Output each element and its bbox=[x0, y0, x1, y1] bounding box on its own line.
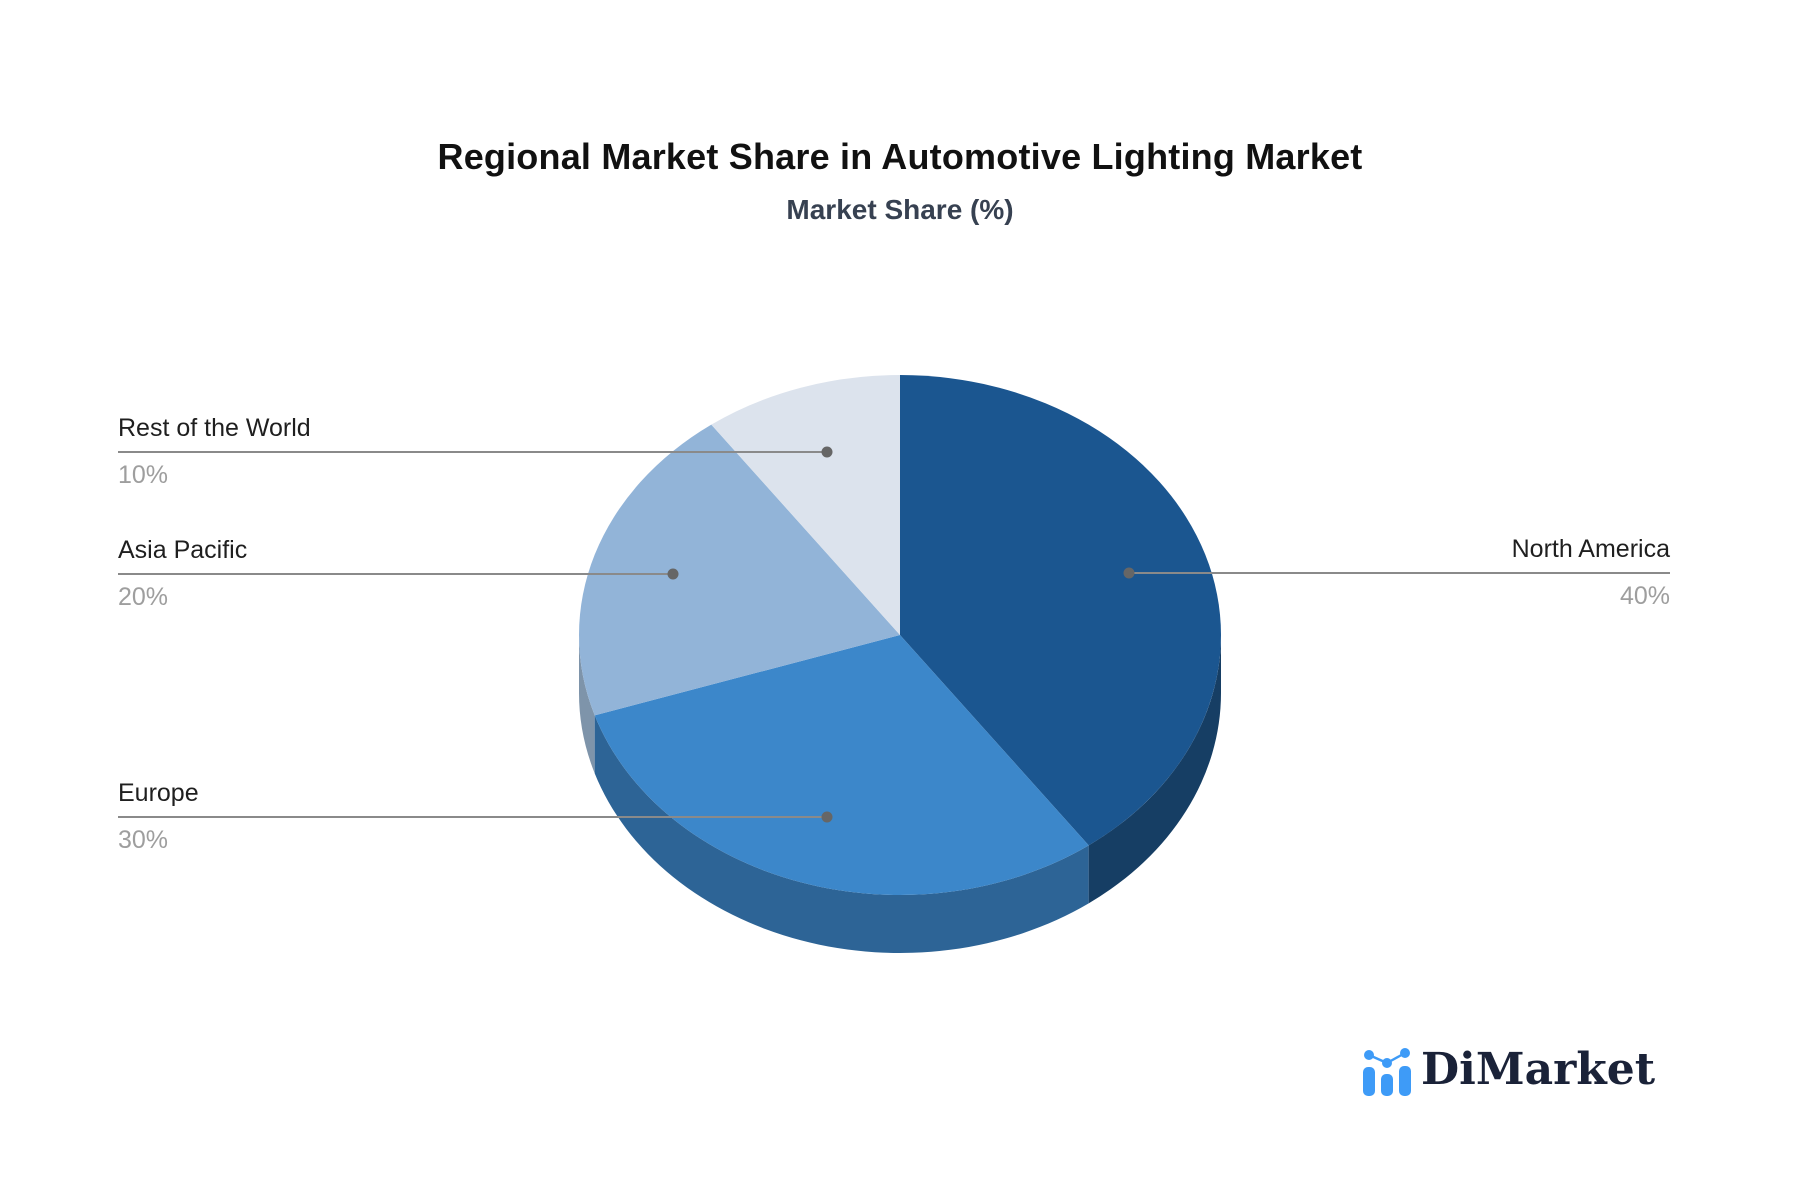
callout-label-europe: Europe bbox=[118, 779, 199, 807]
leader-dot-rest-of-the-world bbox=[821, 446, 833, 458]
callout-pct-europe: 30% bbox=[118, 826, 169, 854]
pie-slice-rest-of-the-world[interactable] bbox=[711, 375, 900, 635]
pie-slice-europe[interactable] bbox=[594, 635, 1089, 895]
leader-dot-asia-pacific bbox=[667, 568, 679, 580]
callout-label-asia-pacific: Asia Pacific bbox=[118, 536, 248, 564]
chart-title: Regional Market Share in Automotive Ligh… bbox=[437, 136, 1363, 177]
pie-slice-north-america[interactable] bbox=[900, 375, 1221, 846]
callout-pct-asia-pacific: 20% bbox=[118, 583, 169, 611]
callout-label-rest-of-the-world: Rest of the World bbox=[118, 414, 311, 442]
pie-side-north-america bbox=[1088, 635, 1221, 904]
leader-dot-europe bbox=[821, 811, 833, 823]
callout-pct-north-america: 40% bbox=[1619, 582, 1670, 610]
bar-chart-logo-icon bbox=[1363, 1048, 1411, 1096]
callout-pct-rest-of-the-world: 10% bbox=[118, 461, 169, 489]
pie-slice-asia-pacific[interactable] bbox=[579, 424, 900, 716]
pie-side-asia-pacific bbox=[579, 635, 595, 774]
pie-side-europe bbox=[594, 715, 1089, 953]
brand-logo-text: DiMarket bbox=[1421, 1044, 1656, 1095]
brand-logo: DiMarket bbox=[1363, 1040, 1655, 1096]
callout-label-north-america: North America bbox=[1511, 535, 1670, 563]
chart-subtitle: Market Share (%) bbox=[786, 194, 1014, 225]
leader-dot-north-america bbox=[1123, 567, 1135, 579]
